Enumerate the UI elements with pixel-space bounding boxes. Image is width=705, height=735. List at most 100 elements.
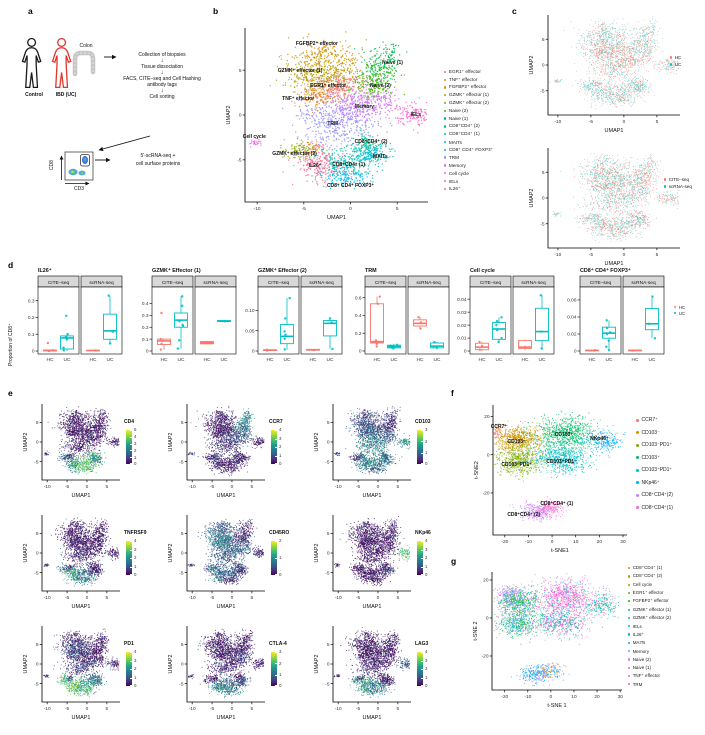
svg-text:-5: -5 bbox=[237, 158, 242, 164]
svg-text:GZMK⁺ Effector (1): GZMK⁺ Effector (1) bbox=[152, 268, 201, 274]
svg-text:UMAP1: UMAP1 bbox=[217, 604, 236, 610]
ibd-label: IBD (UC) bbox=[55, 92, 77, 98]
legend-label: CITE–seq bbox=[668, 177, 690, 182]
colorbar-tick: 4 bbox=[134, 538, 137, 544]
colorbar-title: CD4 bbox=[124, 419, 135, 425]
svg-text:HC: HC bbox=[161, 357, 168, 363]
svg-text:HC: HC bbox=[47, 357, 54, 363]
feature-umap-cd45ro: -10 -5 0 5 -5 0 5 UMAP1 UMAP2 CD45RO 0 1 2 bbox=[165, 503, 310, 613]
svg-text:-5: -5 bbox=[356, 484, 361, 490]
svg-text:5: 5 bbox=[327, 420, 330, 426]
colorbar-title: CTLA-4 bbox=[269, 641, 287, 647]
svg-text:UC: UC bbox=[64, 357, 71, 363]
svg-text:scRNA-seq: scRNA-seq bbox=[416, 280, 441, 286]
svg-text:-5: -5 bbox=[356, 706, 361, 712]
cluster-label: GZMK⁺ effector (2) bbox=[272, 151, 317, 158]
chart-c1-points bbox=[548, 15, 680, 115]
legend-item: CD8⁺CD4⁺(2) bbox=[636, 489, 673, 502]
legend-swatch bbox=[628, 616, 631, 620]
svg-text:UMAP1: UMAP1 bbox=[605, 261, 624, 267]
svg-text:5: 5 bbox=[327, 531, 330, 537]
colorbar-gradient bbox=[417, 430, 423, 464]
svg-text:0: 0 bbox=[550, 694, 553, 700]
legend-label: Naive (1) bbox=[448, 116, 468, 122]
panel-label-b: b bbox=[213, 6, 219, 16]
svg-text:0: 0 bbox=[32, 349, 35, 355]
legend-swatch bbox=[444, 172, 447, 175]
legend-item: CD103⁺PD1⁺ bbox=[636, 464, 673, 477]
colorbar-tick: 5 bbox=[134, 427, 137, 433]
chart-e6-points bbox=[333, 515, 411, 591]
legend-label: IL26⁺ bbox=[632, 631, 644, 637]
colorbar-tick: 3 bbox=[425, 657, 428, 663]
svg-text:30: 30 bbox=[620, 539, 626, 545]
svg-text:-5: -5 bbox=[34, 459, 39, 465]
legend-item: CD103⁻ bbox=[636, 427, 673, 440]
colorbar-tick-mark bbox=[420, 441, 423, 443]
legend-item: scRNA-seq bbox=[664, 183, 692, 190]
legend-item: EGR1⁺ effector bbox=[628, 589, 671, 597]
workflow-step: Collection of biopsies bbox=[138, 52, 186, 58]
svg-text:HC: HC bbox=[90, 357, 97, 363]
legend-label: CD8⁺CD4⁺ (1) bbox=[448, 131, 480, 137]
chart-b-legend: EGR1⁺ effector TNF⁺ effector FGFBP2⁺ effec… bbox=[444, 68, 493, 193]
colorbar-tick: 0 bbox=[425, 683, 428, 689]
chart-f-points bbox=[493, 405, 627, 535]
svg-text:0: 0 bbox=[551, 539, 554, 545]
colorbar-tick-mark bbox=[420, 669, 423, 670]
colorbar-tick: 1 bbox=[279, 672, 282, 678]
svg-text:0: 0 bbox=[574, 349, 577, 355]
colorbar-tick: 4 bbox=[425, 538, 428, 544]
svg-text:UMAP1: UMAP1 bbox=[217, 715, 236, 721]
chart-g-points bbox=[492, 572, 622, 690]
legend-item: MAITs bbox=[628, 639, 671, 647]
boxplot-trm: TRM 0 0.2 0.4 0.6 CITE–seq HC UC scRNA-seq HC UC bbox=[341, 264, 453, 376]
legend-swatch bbox=[636, 431, 639, 435]
svg-text:0: 0 bbox=[377, 706, 380, 712]
svg-text:0: 0 bbox=[542, 196, 545, 202]
colorbar-tick: 4 bbox=[279, 427, 282, 433]
svg-text:UMAP2: UMAP2 bbox=[314, 544, 320, 563]
colorbar-tick: 2 bbox=[425, 438, 428, 444]
svg-text:20: 20 bbox=[484, 414, 490, 420]
legend-label: Naive (1) bbox=[632, 665, 651, 671]
svg-text:UMAP2: UMAP2 bbox=[314, 655, 320, 674]
svg-text:0.06: 0.06 bbox=[567, 298, 577, 304]
colorbar-tick-mark bbox=[420, 677, 423, 679]
legend-swatch bbox=[444, 94, 447, 97]
svg-text:UC: UC bbox=[539, 357, 546, 363]
svg-text:-10: -10 bbox=[44, 484, 51, 490]
colorbar-tick: 3 bbox=[279, 435, 282, 441]
svg-text:0: 0 bbox=[231, 484, 234, 490]
svg-text:CITE–seq: CITE–seq bbox=[162, 280, 184, 286]
svg-text:-10: -10 bbox=[554, 252, 561, 258]
cluster-label: Naive (1) bbox=[382, 59, 403, 66]
svg-text:CITE–seq: CITE–seq bbox=[268, 280, 290, 286]
workflow-step: Tissue dissociation bbox=[140, 64, 184, 70]
legend-label: Cell cycle bbox=[632, 582, 652, 588]
legend-swatch bbox=[670, 63, 673, 66]
cluster-label: EGR1⁺ effector bbox=[310, 83, 347, 90]
svg-text:-20: -20 bbox=[501, 539, 508, 545]
legend-swatch bbox=[674, 311, 677, 315]
colorbar-tick-mark bbox=[129, 558, 132, 559]
svg-text:5: 5 bbox=[239, 68, 242, 74]
legend-item: IELs bbox=[628, 622, 671, 630]
boxplot-gzmk-effector-1: GZMK⁺ Effector (1) 0 0.1 0.2 0.3 0.4 CITE–seq H… bbox=[128, 264, 240, 376]
colorbar-tick-mark bbox=[129, 443, 132, 445]
legend-item: HC bbox=[670, 54, 681, 61]
svg-text:UC: UC bbox=[221, 357, 228, 363]
colorbar-tick: 2 bbox=[134, 666, 137, 672]
svg-text:UMAP1: UMAP1 bbox=[72, 604, 91, 610]
legend-swatch bbox=[674, 305, 677, 309]
colorbar-title: CCR7 bbox=[269, 419, 283, 425]
legend-swatch bbox=[444, 70, 447, 74]
svg-text:UMAP1: UMAP1 bbox=[605, 128, 624, 134]
svg-text:5: 5 bbox=[106, 706, 109, 712]
chart-c1-legend: HC UC bbox=[670, 54, 681, 68]
legend-label: IL26⁺ bbox=[448, 185, 461, 191]
svg-text:-10: -10 bbox=[189, 484, 196, 490]
colorbar-tick-mark bbox=[420, 463, 423, 464]
legend-label: Cell cycle bbox=[448, 170, 469, 176]
colorbar-tick: 4 bbox=[425, 649, 428, 655]
